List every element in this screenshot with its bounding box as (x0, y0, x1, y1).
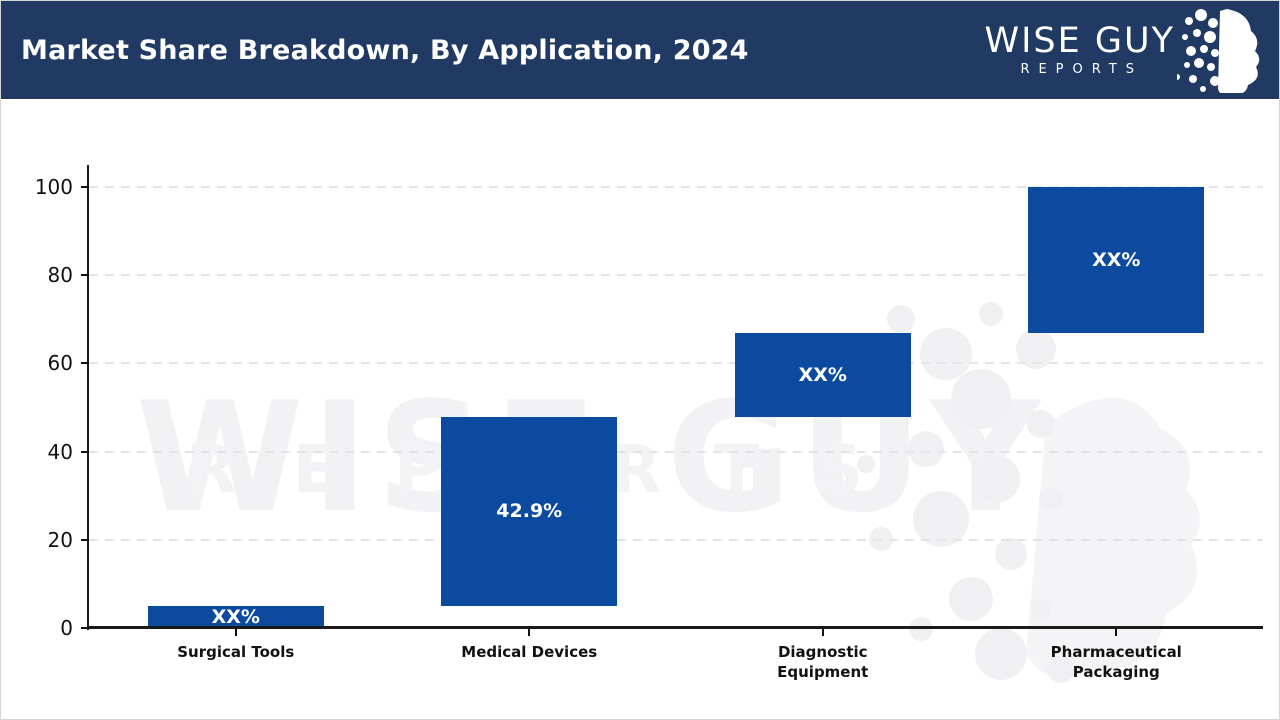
wiseguy-face-icon (1177, 9, 1260, 93)
y-tick-label-80: 80 (47, 263, 73, 288)
y-tick-label-100: 100 (34, 175, 73, 199)
bar-value-label: XX% (211, 605, 260, 628)
gridline-20 (89, 538, 1263, 541)
x-tick-mark-2 (821, 628, 824, 636)
bar-value-label: XX% (1092, 248, 1141, 271)
y-tick-mark-60 (81, 362, 89, 365)
gridline-80 (89, 274, 1263, 277)
y-tick-mark-20 (81, 538, 89, 541)
gridline-100 (89, 186, 1263, 188)
x-axis-line (87, 626, 1263, 629)
y-tick-mark-80 (81, 274, 89, 277)
y-tick-mark-40 (81, 450, 89, 453)
gridline-40 (89, 450, 1263, 453)
y-tick-label-20: 20 (47, 527, 73, 552)
bar-pharmaceutical-packaging: XX% (1028, 187, 1205, 333)
y-tick-mark-100 (81, 186, 89, 188)
bar-medical-devices: 42.9% (441, 416, 618, 606)
x-tick-label-3: Pharmaceutical Packaging (1050, 643, 1182, 682)
bar-value-label: 42.9% (496, 500, 563, 523)
y-tick-label-60: 60 (47, 351, 73, 376)
y-axis-line (87, 165, 89, 630)
x-tick-label-0: Surgical Tools (177, 643, 295, 661)
gridline-60 (89, 362, 1263, 365)
bar-value-label: XX% (798, 363, 847, 386)
bar-diagnostic-equipment: XX% (734, 332, 911, 417)
header-bar: Market Share Breakdown, By Application, … (1, 1, 1279, 99)
x-tick-label-1: Medical Devices (461, 643, 598, 661)
brand-logo-text: WISE GUY REPORTS (984, 20, 1175, 77)
x-tick-mark-0 (234, 628, 237, 636)
bar-surgical-tools: XX% (147, 605, 324, 628)
y-tick-label-0: 0 (60, 616, 73, 640)
x-tick-mark-3 (1115, 628, 1118, 636)
x-tick-mark-1 (528, 628, 531, 636)
brand-logo: WISE GUY REPORTS (984, 7, 1261, 93)
x-tick-label-2: Diagnostic Equipment (777, 643, 869, 682)
page-title: Market Share Breakdown, By Application, … (21, 34, 749, 66)
brand-subname: REPORTS (1020, 61, 1144, 77)
brand-name: WISE GUY (984, 20, 1175, 61)
y-tick-mark-0 (81, 627, 89, 629)
y-tick-label-40: 40 (47, 439, 73, 464)
